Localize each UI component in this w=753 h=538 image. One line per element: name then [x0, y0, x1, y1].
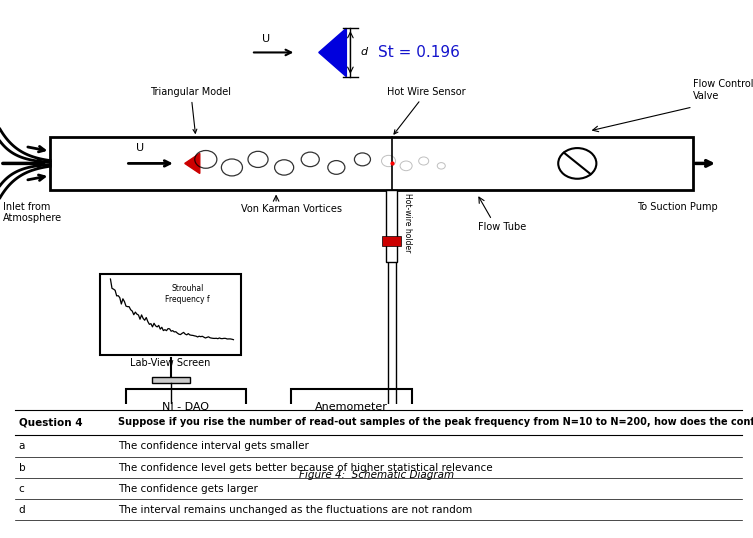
- Bar: [291, 390, 412, 424]
- Text: Strouhal
Frequency f: Strouhal Frequency f: [165, 285, 210, 304]
- Polygon shape: [184, 153, 200, 173]
- Bar: [412, 407, 421, 415]
- Text: Flow Control
Valve: Flow Control Valve: [693, 79, 753, 101]
- Bar: [246, 407, 255, 415]
- Polygon shape: [319, 28, 346, 77]
- Text: The confidence gets larger: The confidence gets larger: [118, 484, 258, 494]
- Text: Hot Wire Sensor: Hot Wire Sensor: [387, 87, 466, 134]
- Text: U: U: [262, 33, 270, 44]
- Text: Flow Tube: Flow Tube: [478, 222, 526, 232]
- Text: Triangular Model: Triangular Model: [151, 87, 231, 133]
- Bar: [151, 377, 190, 383]
- Text: d: d: [19, 505, 25, 515]
- Bar: [382, 236, 401, 246]
- Text: Hot-wire holder: Hot-wire holder: [403, 193, 412, 252]
- Text: Question 4: Question 4: [19, 417, 82, 428]
- Bar: [50, 137, 693, 190]
- Text: NI - DAQ: NI - DAQ: [162, 401, 209, 412]
- Text: Figure 4:  Schematic Diagram: Figure 4: Schematic Diagram: [299, 470, 454, 480]
- Text: c: c: [19, 484, 24, 494]
- Text: Von Karman Vortices: Von Karman Vortices: [241, 204, 342, 214]
- Text: a: a: [19, 441, 25, 451]
- Text: The confidence interval gets smaller: The confidence interval gets smaller: [118, 441, 309, 451]
- Text: Inlet from
Atmosphere: Inlet from Atmosphere: [2, 202, 62, 223]
- Bar: [100, 274, 241, 355]
- Text: Anemometer: Anemometer: [315, 401, 388, 412]
- Text: U: U: [136, 143, 145, 153]
- Text: Suppose if you rise the number of read-out samples of the peak frequency from N=: Suppose if you rise the number of read-o…: [118, 417, 753, 428]
- Text: b: b: [19, 463, 25, 473]
- Text: The confidence level gets better because of higher statistical relevance: The confidence level gets better because…: [118, 463, 493, 473]
- Text: d: d: [361, 47, 367, 58]
- Bar: [282, 407, 291, 415]
- Bar: [126, 390, 246, 424]
- Text: To Suction Pump: To Suction Pump: [637, 202, 718, 212]
- Text: The interval remains unchanged as the fluctuations are not random: The interval remains unchanged as the fl…: [118, 505, 472, 515]
- Bar: [117, 407, 126, 415]
- Text: Lab-View Screen: Lab-View Screen: [130, 358, 211, 369]
- Text: St = 0.196: St = 0.196: [378, 45, 460, 60]
- Bar: [386, 190, 397, 262]
